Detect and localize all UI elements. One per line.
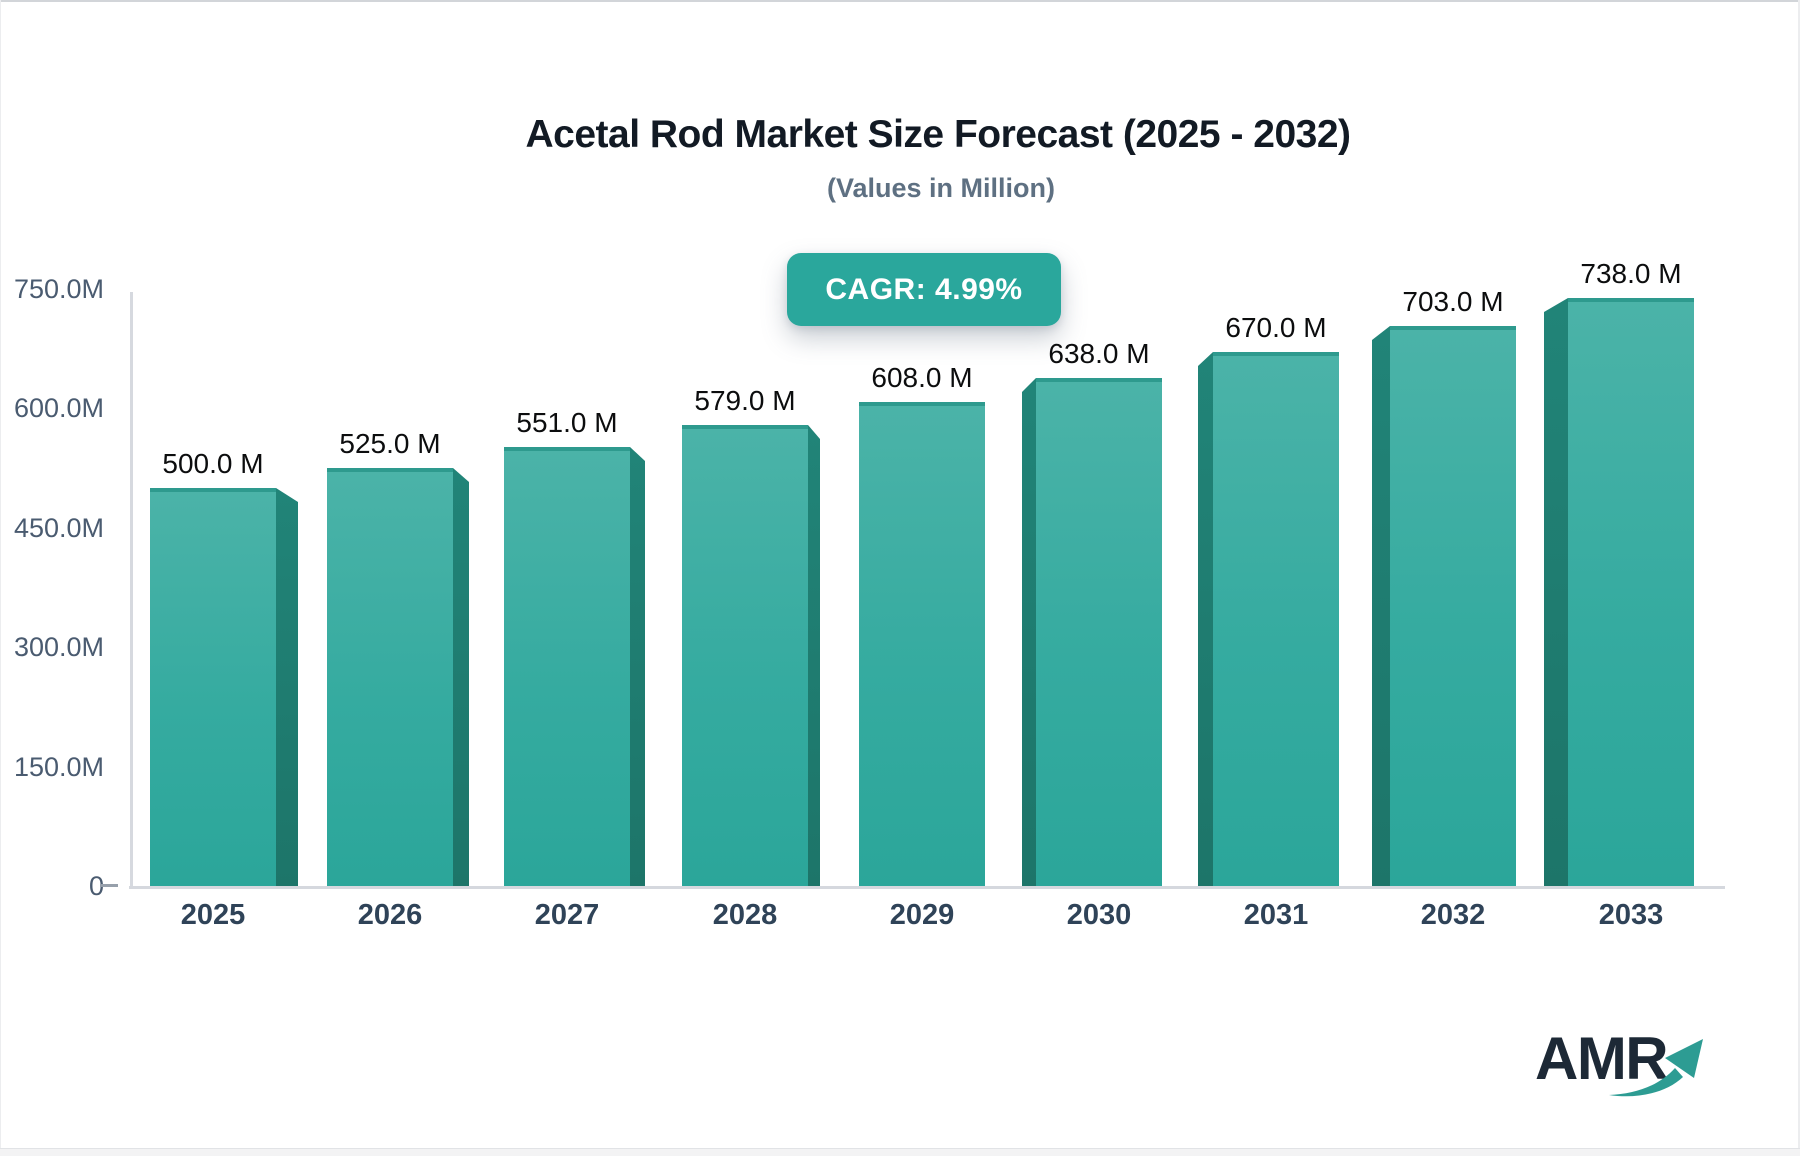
x-axis-tick-label: 2031 [1243,899,1309,931]
amr-logo: AMR [1535,1025,1735,1120]
x-axis-tick-label: 2032 [1420,899,1486,931]
bar-side-3d [808,425,820,886]
growth-arrow-icon [1609,1039,1703,1097]
bar-value-label: 579.0 M [694,385,796,416]
y-axis-tick-label: 750.0M [13,273,104,304]
bar-side-3d [1022,378,1036,886]
bar-value-label: 703.0 M [1402,286,1504,317]
x-axis-tick-label: 2026 [357,899,423,931]
bar-value-label: 670.0 M [1225,312,1327,343]
y-axis-tick-label: 600.0M [13,393,104,423]
cagr-badge: CAGR: 4.99% [787,253,1061,326]
bar-2033 [1568,298,1694,886]
amr-logo-text: AMR [1535,1025,1669,1092]
bar-side-3d [1372,326,1390,886]
bar-2032 [1390,326,1516,886]
bar-2031 [1213,352,1339,886]
chart-subtitle: (Values in Million) [826,173,1056,203]
bar-value-label: 738.0 M [1580,258,1682,289]
x-axis-tick-label: 2028 [712,899,778,931]
bar-side-3d [276,488,298,886]
x-axis-tick-label: 2030 [1066,899,1132,931]
y-axis-tick-label: 0 [88,871,104,901]
y-axis-zero-tick [100,884,118,887]
bar-2028 [682,425,808,886]
bar-side-3d [630,447,645,886]
bar-2026 [327,468,453,886]
bar-2025 [150,488,276,886]
x-axis-baseline [129,886,1725,889]
y-axis-tick-label: 300.0M [13,632,104,662]
bar-value-label: 638.0 M [1048,338,1150,369]
bar-side-3d [1198,352,1213,886]
x-axis-tick-label: 2029 [889,899,955,931]
bar-2029 [859,402,985,886]
y-axis-tick-label: 450.0M [13,512,104,543]
x-axis-tick-label: 2025 [180,899,246,931]
bottom-edge-strip [0,1148,1800,1156]
bar-value-label: 500.0 M [162,448,264,479]
bar-2027 [504,447,630,886]
bar-value-label: 525.0 M [339,428,441,459]
left-edge-line [0,0,1,1156]
bar-2030 [1036,378,1162,886]
y-axis-line [130,292,133,886]
bar-value-label: 551.0 M [516,407,618,438]
top-edge-line [0,0,1800,2]
bar-value-label: 608.0 M [871,362,973,393]
bar-side-3d [453,468,469,886]
x-axis-tick-label: 2027 [534,899,600,931]
y-axis-tick-label: 150.0M [13,751,104,782]
right-edge-line [1798,0,1800,1156]
chart-title: Acetal Rod Market Size Forecast (2025 - … [525,113,1351,156]
x-axis-tick-label: 2033 [1598,899,1664,931]
bar-side-3d [1544,298,1568,886]
